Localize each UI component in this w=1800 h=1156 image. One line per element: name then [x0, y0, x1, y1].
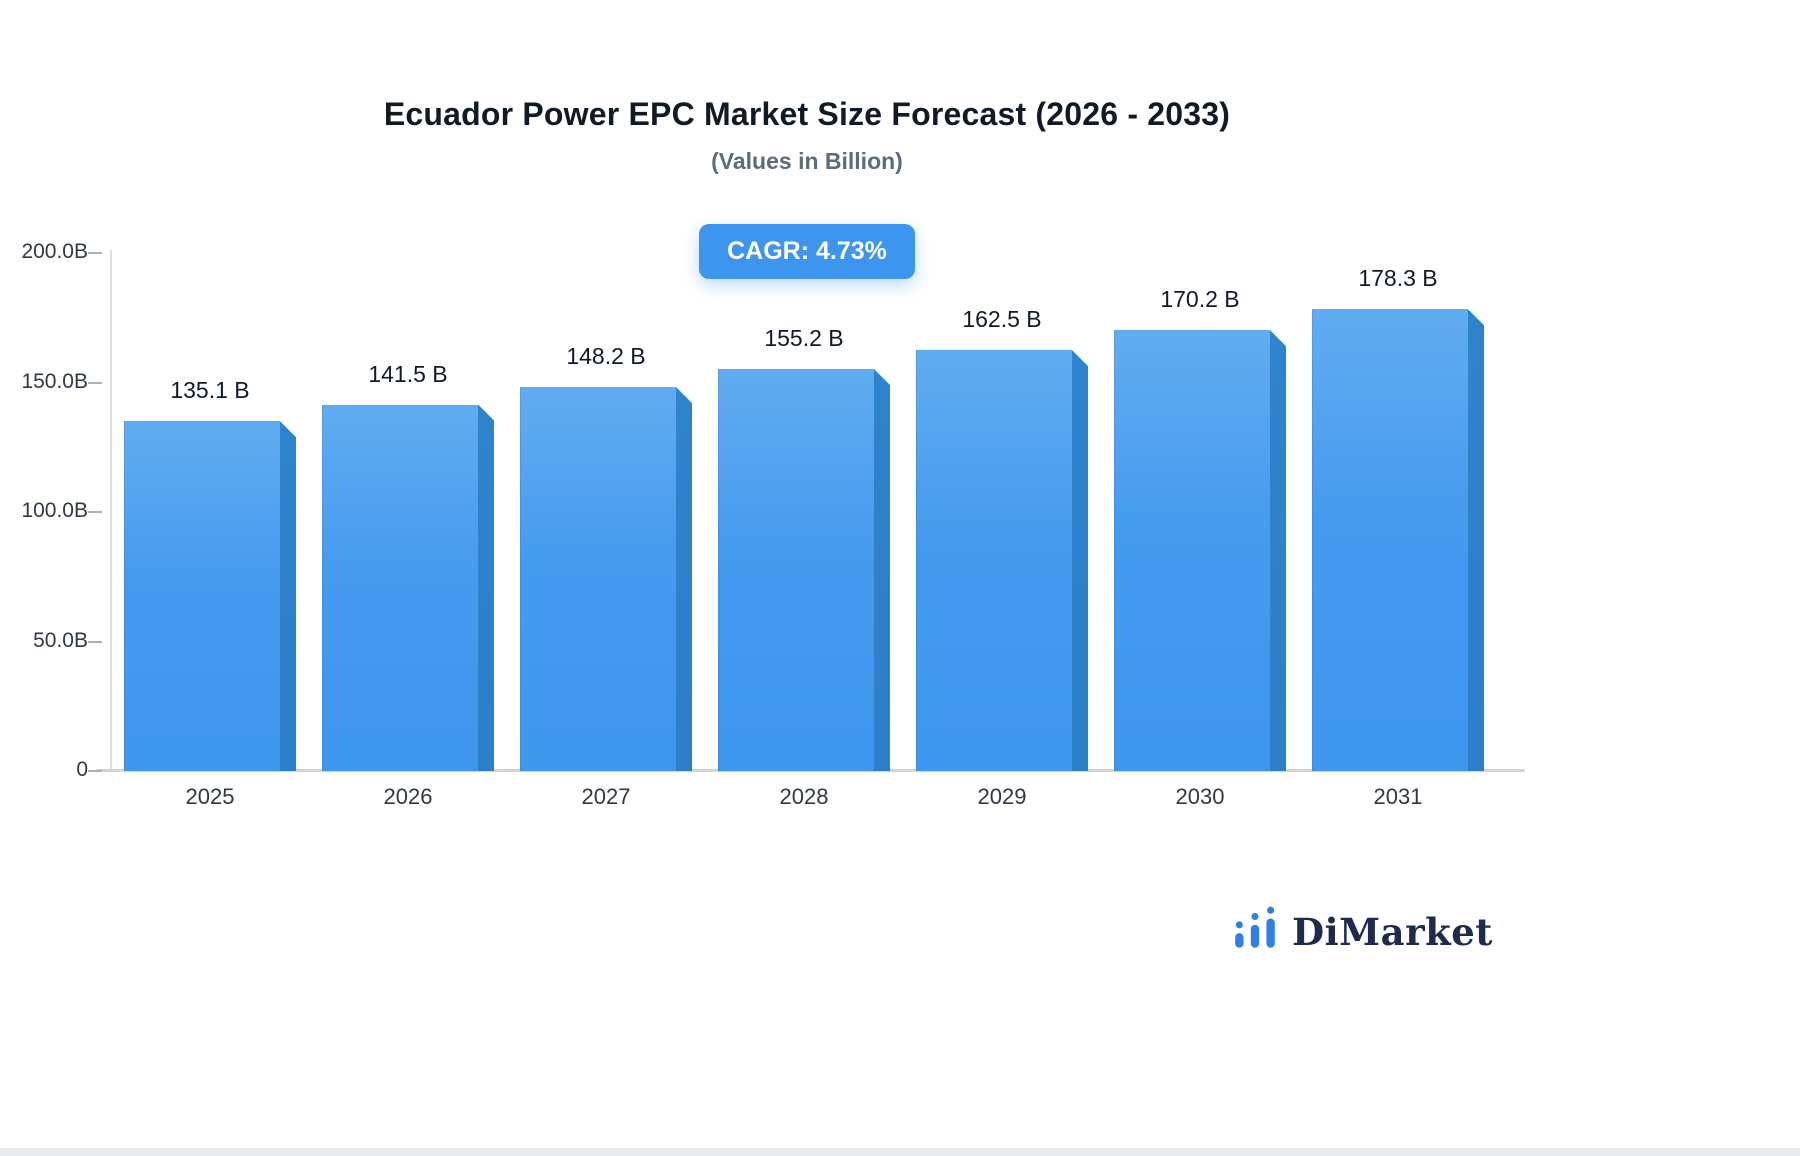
bar-2030 — [1114, 330, 1286, 771]
bottom-divider — [0, 1148, 1800, 1156]
x-axis-tick-label: 2025 — [185, 784, 235, 809]
x-axis-tick-label: 2030 — [1175, 784, 1225, 809]
bar-value-label: 141.5 B — [368, 360, 448, 387]
bar-front-face — [1114, 330, 1270, 771]
y-axis-tick-label: 100.0B — [21, 499, 88, 522]
bar-side-face — [1468, 309, 1484, 771]
bar-value-label: 178.3 B — [1358, 265, 1438, 292]
y-axis-tick-mark — [88, 252, 102, 254]
bar-2027 — [520, 387, 692, 771]
bar-front-face — [520, 387, 676, 771]
bar-value-label: 148.2 B — [566, 343, 646, 370]
bar-2029 — [916, 350, 1088, 771]
bar-value-label: 155.2 B — [764, 325, 844, 352]
bar-side-face — [1072, 350, 1088, 771]
cagr-badge-wrap: CAGR: 4.73% — [0, 224, 1614, 279]
bar-side-face — [874, 369, 890, 771]
bar-value-label: 135.1 B — [170, 377, 250, 404]
bar-side-face — [280, 421, 296, 771]
bar-front-face — [1312, 309, 1468, 771]
bar-2031 — [1312, 309, 1484, 771]
bar-front-face — [916, 350, 1072, 771]
cagr-badge: CAGR: 4.73% — [699, 224, 915, 279]
y-axis-line — [110, 250, 112, 771]
y-axis-tick-mark — [88, 381, 102, 384]
bar-side-face — [1270, 330, 1286, 771]
bar-2028 — [718, 369, 890, 771]
y-axis-tick-mark — [88, 770, 102, 772]
x-axis-tick-label: 2026 — [383, 784, 433, 809]
x-axis-tick-label: 2027 — [581, 784, 631, 809]
bar-front-face — [718, 369, 874, 771]
x-axis-tick-label: 2028 — [779, 784, 829, 809]
y-axis-tick-label: 200.0B — [21, 240, 88, 263]
bar-2025 — [124, 421, 296, 771]
bar-front-face — [322, 404, 478, 771]
logo-text: DiMarket — [1292, 909, 1493, 954]
bar-front-face — [124, 421, 280, 771]
y-axis-tick-mark — [88, 640, 102, 643]
y-axis-tick-mark — [88, 511, 102, 513]
bar-2026 — [322, 404, 494, 771]
x-axis-tick-label: 2031 — [1373, 784, 1423, 809]
bar-side-face — [478, 404, 494, 771]
bar-value-label: 170.2 B — [1160, 286, 1240, 313]
y-axis-tick-label: 0 — [76, 758, 88, 781]
logo: DiMarket — [1232, 906, 1493, 957]
bar-value-label: 162.5 B — [962, 306, 1042, 333]
chart-subtitle: (Values in Billion) — [711, 148, 903, 174]
chart-title: Ecuador Power EPC Market Size Forecast (… — [383, 96, 1231, 132]
x-axis-tick-label: 2029 — [977, 784, 1027, 809]
dimarket-bars-icon — [1232, 906, 1280, 957]
bar-side-face — [676, 387, 692, 771]
y-axis-tick-label: 150.0B — [21, 369, 88, 393]
y-axis-tick-label: 50.0B — [33, 628, 88, 652]
